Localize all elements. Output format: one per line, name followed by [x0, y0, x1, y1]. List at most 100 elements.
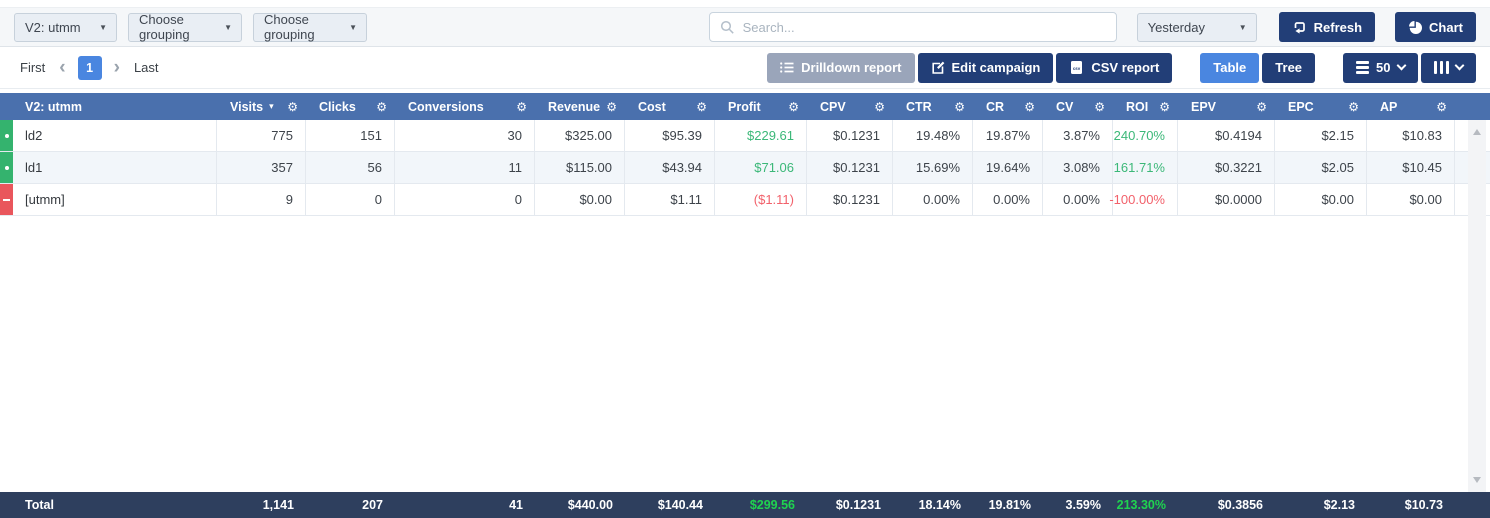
col-header-cost[interactable]: Cost ⚙ [625, 93, 715, 120]
view-table-button[interactable]: Table [1200, 52, 1260, 83]
cell-epc: $2.05 [1275, 152, 1367, 183]
cell-cpv: $0.1231 [807, 184, 893, 215]
refresh-label: Refresh [1313, 19, 1363, 35]
cell-revenue: $0.00 [535, 184, 625, 215]
pagination-next-icon[interactable]: › [113, 57, 120, 78]
total-ap: $10.73 [1404, 498, 1443, 512]
col-header-cr[interactable]: CR ⚙ [973, 93, 1043, 120]
pagination-last[interactable]: Last [133, 60, 159, 75]
chevron-down-icon [1396, 60, 1406, 71]
date-range-dropdown[interactable]: Yesterday ▼ [1136, 12, 1257, 42]
col-header-label: Visits [230, 99, 264, 114]
col-header-roi[interactable]: ROI ⚙ [1113, 93, 1178, 120]
drilldown-report-button[interactable]: Drilldown report [767, 52, 915, 83]
table-row[interactable]: ld2 775 151 30 $325.00 $95.39 $229.61 $0… [0, 120, 1490, 152]
gear-icon[interactable]: ⚙ [1024, 99, 1035, 114]
cell-cr: 0.00% [973, 184, 1043, 215]
gear-icon[interactable]: ⚙ [696, 99, 707, 114]
pagination-first[interactable]: First [20, 60, 46, 75]
col-header-visits[interactable]: Visits ▾ ⚙ [217, 93, 306, 120]
cell-visits: 357 [217, 152, 306, 183]
refresh-button[interactable]: Refresh [1278, 12, 1376, 42]
gear-icon[interactable]: ⚙ [1256, 99, 1267, 114]
edit-campaign-button[interactable]: Edit campaign [917, 52, 1054, 83]
total-profit: $299.56 [749, 498, 795, 512]
col-header-epv[interactable]: EPV ⚙ [1178, 93, 1275, 120]
gear-icon[interactable]: ⚙ [606, 99, 617, 114]
scroll-up-icon[interactable] [1473, 129, 1481, 135]
col-header-clicks[interactable]: Clicks ⚙ [306, 93, 395, 120]
col-header-label: Conversions [408, 99, 484, 114]
vertical-scrollbar[interactable] [1468, 120, 1486, 492]
cell-cost: $95.39 [625, 120, 715, 151]
row-name: [utmm] [25, 192, 65, 207]
total-conversions: 41 [509, 498, 523, 512]
col-header-label: CR [986, 99, 1005, 114]
csv-report-button[interactable]: csv CSV report [1056, 52, 1173, 83]
grouping-dropdown-3[interactable]: Choose grouping ▼ [253, 12, 367, 42]
cell-ap: $10.45 [1367, 152, 1455, 183]
col-header-label: CPV [820, 99, 846, 114]
search-input[interactable] [742, 19, 1106, 35]
gear-icon[interactable]: ⚙ [1436, 99, 1447, 114]
gear-icon[interactable]: ⚙ [954, 99, 965, 114]
col-header-cv[interactable]: CV ⚙ [1043, 93, 1113, 120]
chart-button[interactable]: Chart [1395, 12, 1476, 42]
total-roi: 213.30% [1116, 498, 1166, 512]
col-header-name[interactable]: V2: utmm [0, 93, 217, 120]
row-name: ld1 [25, 160, 43, 175]
chevron-down-icon [1454, 60, 1465, 71]
cell-clicks: 151 [306, 120, 395, 151]
cell-roi: -100.00% [1109, 184, 1178, 215]
total-epv: $0.3856 [1217, 498, 1263, 512]
cell-roi: 240.70% [1113, 120, 1178, 151]
gear-icon[interactable]: ⚙ [1348, 99, 1359, 114]
col-header-ctr[interactable]: CTR ⚙ [893, 93, 973, 120]
cell-ap: $10.83 [1367, 120, 1455, 151]
variable-dropdown[interactable]: V2: utmm ▼ [14, 12, 117, 42]
edit-icon [931, 61, 944, 74]
gear-icon[interactable]: ⚙ [516, 99, 527, 114]
grouping-dropdown-2-label: Choose grouping [139, 12, 190, 42]
gear-icon[interactable]: ⚙ [287, 99, 298, 114]
sort-desc-icon: ▾ [269, 101, 274, 111]
col-header-cpv[interactable]: CPV ⚙ [807, 93, 893, 120]
cell-revenue: $325.00 [535, 120, 625, 151]
col-header-profit[interactable]: Profit ⚙ [715, 93, 807, 120]
gear-icon[interactable]: ⚙ [376, 99, 387, 114]
grouping-dropdown-2[interactable]: Choose grouping ▼ [128, 12, 242, 42]
cell-cv: 0.00% [1043, 184, 1113, 215]
grid-gap [0, 89, 1490, 93]
cell-conversions: 30 [395, 120, 535, 151]
col-header-revenue[interactable]: Revenue ⚙ [535, 93, 625, 120]
total-row: Total 1,141 207 41 $440.00 $140.44 $299.… [0, 492, 1490, 518]
table-row[interactable]: ld1 357 56 11 $115.00 $43.94 $71.06 $0.1… [0, 152, 1490, 184]
caret-down-icon: ▼ [1238, 22, 1247, 32]
pagination-prev-icon[interactable]: ‹ [59, 57, 66, 78]
variable-dropdown-label: V2: utmm [25, 19, 81, 35]
gear-icon[interactable]: ⚙ [788, 99, 799, 114]
col-header-conversions[interactable]: Conversions ⚙ [395, 93, 535, 120]
pagination-page-1[interactable]: 1 [77, 55, 102, 80]
gear-icon[interactable]: ⚙ [874, 99, 885, 114]
col-header-epc[interactable]: EPC ⚙ [1275, 93, 1367, 120]
cell-clicks: 0 [306, 184, 395, 215]
col-header-ap[interactable]: AP ⚙ [1367, 93, 1455, 120]
cell-cost: $43.94 [625, 152, 715, 183]
rows-per-page-button[interactable]: 50 [1343, 52, 1418, 83]
view-tree-button[interactable]: Tree [1262, 52, 1316, 83]
main-toolbar: V2: utmm ▼ Choose grouping ▼ Choose grou… [0, 8, 1490, 47]
cell-ctr: 0.00% [893, 184, 973, 215]
search-box[interactable] [708, 12, 1117, 42]
columns-button[interactable] [1420, 52, 1476, 83]
gear-icon[interactable]: ⚙ [1159, 99, 1170, 114]
csv-file-icon: csv [1071, 61, 1083, 74]
row-name-cell: [utmm] [0, 184, 217, 215]
gear-icon[interactable]: ⚙ [1094, 99, 1105, 114]
table-row[interactable]: [utmm] 9 0 0 $0.00 $1.11 ($1.11) $0.1231… [0, 184, 1490, 216]
total-ctr: 18.14% [918, 498, 961, 512]
cell-profit: ($1.11) [715, 184, 807, 215]
scroll-down-icon[interactable] [1473, 477, 1481, 483]
tree-view-label: Tree [1275, 60, 1303, 75]
table-body: ld2 775 151 30 $325.00 $95.39 $229.61 $0… [0, 120, 1490, 492]
